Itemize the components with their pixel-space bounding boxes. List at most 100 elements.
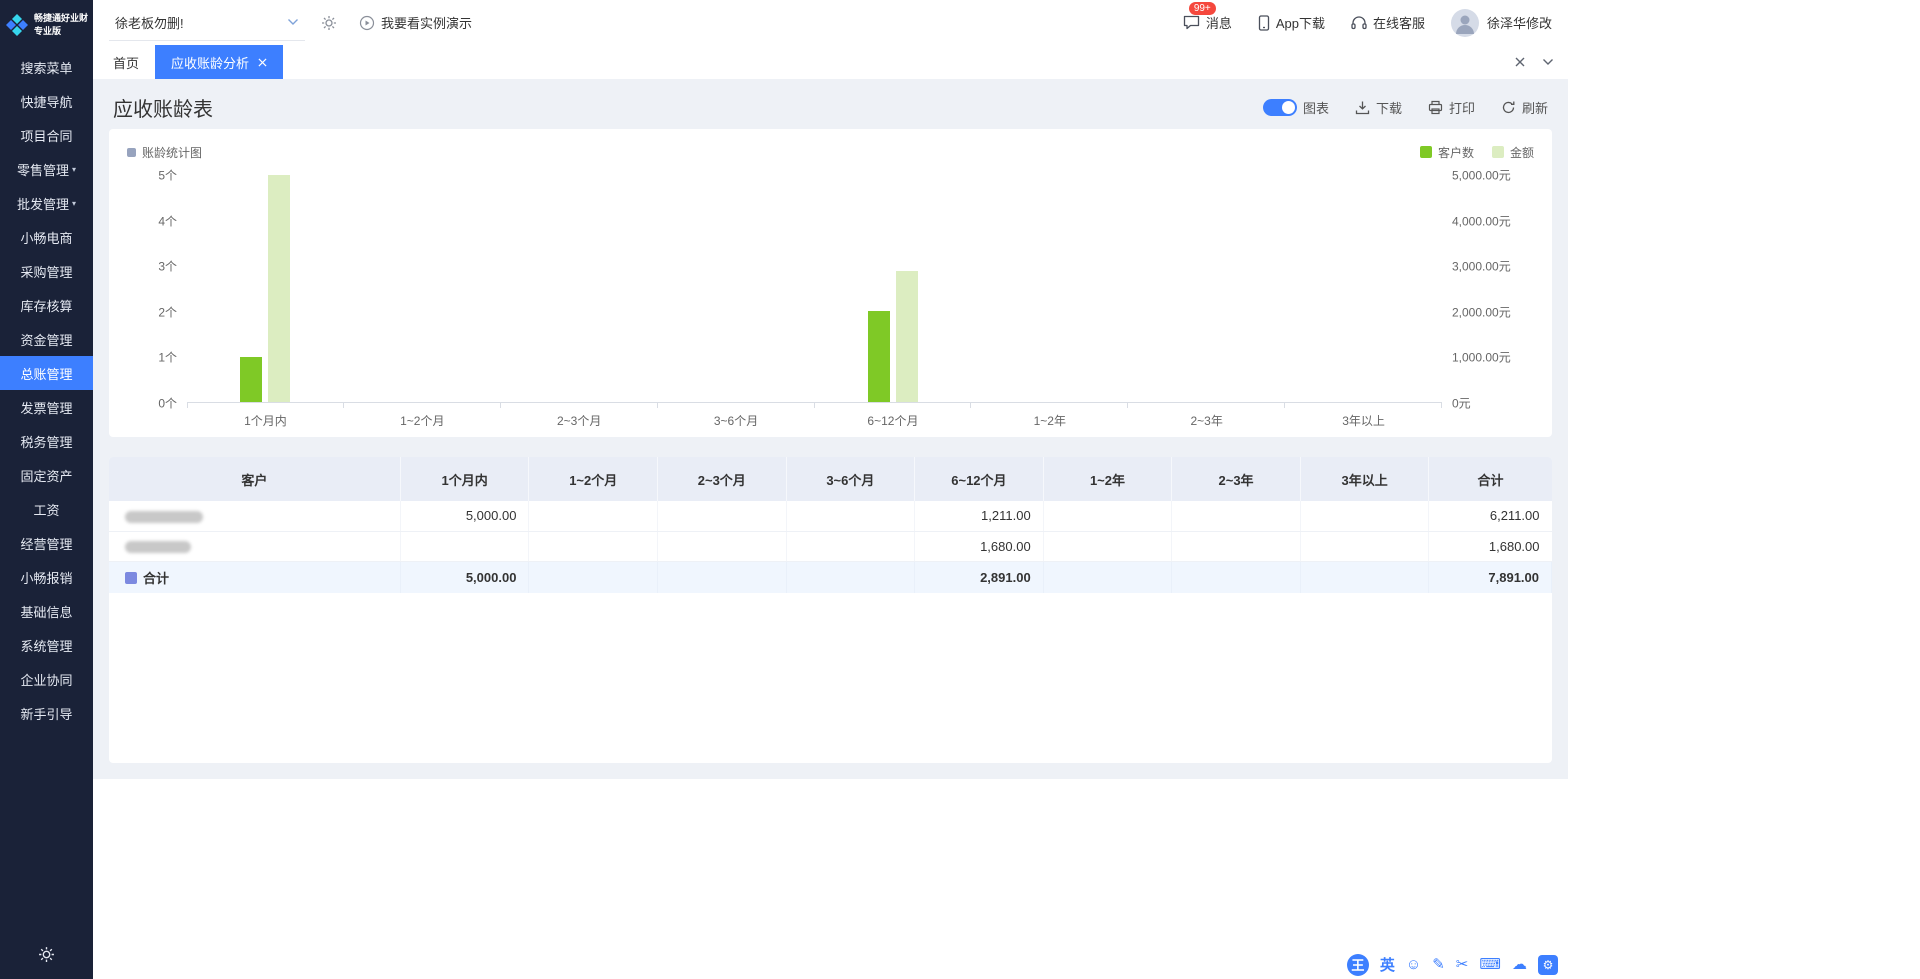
sidebar-item-9[interactable]: 总账管理 (0, 356, 93, 390)
sidebar-item-4[interactable]: 批发管理 ▾ (0, 186, 93, 220)
total-row-label: 合计 (143, 570, 170, 586)
table-row-0[interactable]: 5,000.00 1,211.00 6,211.00 (109, 501, 1552, 532)
sidebar-item-13[interactable]: 工资 (0, 492, 93, 526)
topbar-gear-icon[interactable] (321, 15, 337, 31)
sidebar-item-2[interactable]: 项目合同 (0, 118, 93, 152)
chart-toggle-group[interactable]: 图表 (1262, 98, 1329, 117)
bar-amount (268, 175, 291, 402)
sidebar-item-label: 项目合同 (20, 128, 73, 144)
table-header-1: 1个月内 (400, 457, 530, 501)
sidebar-item-8[interactable]: 资金管理 (0, 322, 93, 356)
ime-language-toggle[interactable]: 英 (1379, 957, 1395, 974)
download-button[interactable]: 下载 (1355, 98, 1402, 117)
page-title: 应收账龄表 (113, 98, 213, 121)
sidebar-item-label: 采购管理 (20, 264, 73, 280)
axis-tick-label: 2个 (158, 305, 177, 320)
sidebar-item-label: 系统管理 (20, 638, 73, 654)
app-download-button[interactable]: App下载 (1258, 13, 1325, 32)
x-axis-label: 1~2年 (1033, 414, 1066, 428)
legend-swatch (1491, 146, 1504, 158)
refresh-button[interactable]: 刷新 (1501, 98, 1548, 117)
x-axis-label: 3年以上 (1342, 414, 1385, 428)
sidebar-item-15[interactable]: 小畅报销 (0, 560, 93, 594)
content-area: 应收账龄表 图表 下载 (93, 79, 1568, 779)
sidebar-item-0[interactable]: 搜索菜单 (0, 50, 93, 84)
sidebar-item-label: 总账管理 (20, 366, 73, 382)
sidebar-item-16[interactable]: 基础信息 (0, 594, 93, 628)
total-label-cell: 合计 (109, 561, 401, 593)
legend-label: 客户数 (1437, 145, 1474, 160)
customer-cell (109, 501, 401, 532)
customer-cell (109, 531, 401, 562)
headset-icon (1351, 16, 1367, 30)
keyboard-icon[interactable]: ⌨ (1479, 956, 1501, 973)
legend-swatch (1419, 146, 1432, 158)
sidebar-item-label: 库存核算 (20, 298, 73, 314)
sidebar-item-1[interactable]: 快捷导航 (0, 84, 93, 118)
online-service-button[interactable]: 在线客服 (1351, 13, 1425, 32)
ime-logo[interactable]: 王 (1346, 953, 1369, 976)
x-axis-label: 6~12个月 (867, 414, 919, 428)
table-cell (1171, 501, 1301, 532)
main-area: 徐老板勿删! 我要看实例演示 99+ (93, 0, 1568, 979)
sidebar-item-14[interactable]: 经营管理 (0, 526, 93, 560)
download-icon (1355, 101, 1370, 114)
cloud-icon[interactable]: ☁ (1512, 956, 1527, 973)
bar-customers (867, 311, 890, 402)
table-cell (657, 531, 787, 562)
table-total-row: 合计 5,000.00 2,891.00 7,891.00 (109, 561, 1552, 593)
sidebar-settings-gear-icon[interactable] (38, 946, 55, 963)
chart-category-3 (658, 175, 815, 408)
table-cell (657, 501, 787, 532)
axis-tick-label: 4个 (158, 214, 177, 229)
chart-plot (187, 175, 1442, 408)
legend-item-金额[interactable]: 金额 (1491, 144, 1534, 161)
sidebar-item-7[interactable]: 库存核算 (0, 288, 93, 322)
sidebar-item-18[interactable]: 企业协同 (0, 662, 93, 696)
toolbox-icon[interactable]: ⚙ (1538, 954, 1558, 975)
sidebar-item-19[interactable]: 新手引导 (0, 696, 93, 730)
company-name: 徐老板勿删! (115, 15, 184, 31)
bar-amount (895, 270, 918, 402)
tab-list-chevron-down-icon[interactable] (1542, 58, 1554, 66)
total-cell (657, 561, 787, 593)
chevron-down-icon: ▾ (72, 164, 77, 174)
table-row-1[interactable]: 1,680.00 1,680.00 (109, 531, 1552, 562)
tab-close-icon[interactable] (258, 57, 267, 67)
topbar-right: 99+ 消息 App下载 (1183, 2, 1552, 37)
user-menu[interactable]: 徐泽华修改 (1450, 8, 1552, 37)
sidebar-item-6[interactable]: 采购管理 (0, 254, 93, 288)
sidebar-item-11[interactable]: 税务管理 (0, 424, 93, 458)
table-header-2: 1~2个月 (528, 457, 658, 501)
print-label: 打印 (1448, 100, 1475, 116)
chart-toggle[interactable] (1262, 98, 1297, 116)
sidebar-item-10[interactable]: 发票管理 (0, 390, 93, 424)
logo-diamond-icon (5, 14, 28, 36)
close-icon[interactable] (1514, 56, 1526, 68)
print-button[interactable]: 打印 (1428, 98, 1475, 117)
tab-0[interactable]: 首页 (97, 45, 155, 79)
topbar: 徐老板勿删! 我要看实例演示 99+ (93, 0, 1568, 45)
chart-category-2 (501, 175, 658, 408)
pen-icon[interactable]: ✎ (1432, 956, 1445, 973)
chart-title-icon (127, 147, 136, 157)
scissors-icon[interactable]: ✂ (1455, 956, 1469, 973)
messages-button[interactable]: 99+ 消息 (1183, 2, 1232, 32)
table-header-0: 客户 (109, 457, 401, 501)
chart-category-7 (1285, 175, 1442, 408)
sidebar-item-3[interactable]: 零售管理 ▾ (0, 152, 93, 186)
axis-tick-label: 3个 (158, 259, 177, 274)
sidebar-item-17[interactable]: 系统管理 (0, 628, 93, 662)
customer-name-redacted (125, 510, 203, 523)
emoji-icon[interactable]: ☺ (1405, 956, 1422, 973)
chart-plot-wrap: 1个月内 1~2个月 2~3个月 3~6个月 6~12个月 1~2年 2~3年 3年以上 (187, 175, 1442, 431)
demo-link[interactable]: 我要看实例演示 (359, 13, 472, 32)
chart-axis-left: 5个 4个 3个 2个 1个 0个 (127, 169, 187, 411)
company-selector[interactable]: 徐老板勿删! (109, 5, 305, 41)
legend-item-客户数[interactable]: 客户数 (1419, 144, 1474, 161)
tab-1[interactable]: 应收账龄分析 (155, 45, 284, 79)
sidebar-item-12[interactable]: 固定资产 (0, 458, 93, 492)
sidebar-item-5[interactable]: 小畅电商 (0, 220, 93, 254)
sidebar-item-label: 搜索菜单 (20, 60, 73, 76)
tabbar: 首页 应收账龄分析 (93, 45, 1568, 79)
